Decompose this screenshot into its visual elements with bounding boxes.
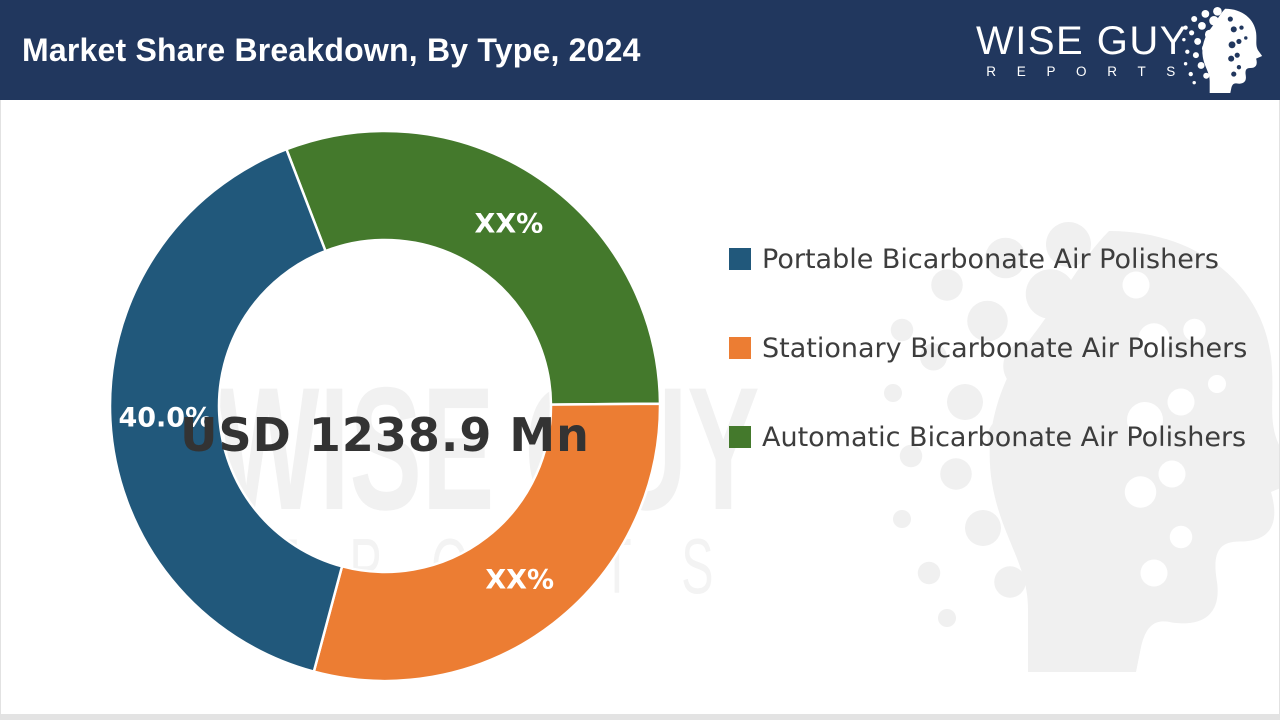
legend-item-automatic: Automatic Bicarbonate Air Polishers: [729, 422, 1247, 453]
legend-swatch-stationary: [729, 337, 751, 359]
legend-swatch-automatic: [729, 426, 751, 448]
donut-segment-2: [285, 129, 662, 406]
legend-label-portable: Portable Bicarbonate Air Polishers: [762, 243, 1219, 275]
brand-name: WISE GUY: [975, 19, 1188, 63]
legend-swatch-portable: [729, 248, 751, 270]
brand-logo: WISE GUY R E P O R T S: [976, 0, 1266, 100]
segment-pct-label-2: XX%: [474, 208, 544, 240]
donut-chart: XX% XX% 40.0% USD 1238.9 Mn: [107, 128, 663, 684]
segment-pct-label-0: 40.0%: [118, 402, 213, 433]
segment-label-layer: XX% XX% 40.0%: [107, 128, 663, 684]
page-title: Market Share Breakdown, By Type, 2024: [22, 31, 641, 68]
brand-logo-text: WISE GUY R E P O R T S: [976, 21, 1188, 79]
header-bar: Market Share Breakdown, By Type, 2024 WI…: [0, 0, 1280, 100]
legend-item-portable: Portable Bicarbonate Air Polishers: [729, 244, 1247, 275]
donut-svg: [108, 129, 662, 683]
segment-pct-label-1: XX%: [485, 564, 554, 596]
brand-subtitle: R E P O R T S: [986, 64, 1184, 79]
legend-label-automatic: Automatic Bicarbonate Air Polishers: [762, 421, 1247, 453]
donut-segment-1: [312, 402, 662, 683]
legend: Portable Bicarbonate Air Polishers Stati…: [729, 244, 1247, 453]
legend-item-stationary: Stationary Bicarbonate Air Polishers: [729, 333, 1247, 364]
donut-segment-0: [108, 148, 344, 673]
legend-label-stationary: Stationary Bicarbonate Air Polishers: [762, 332, 1248, 364]
center-value-label: USD 1238.9 Mn: [180, 408, 590, 462]
